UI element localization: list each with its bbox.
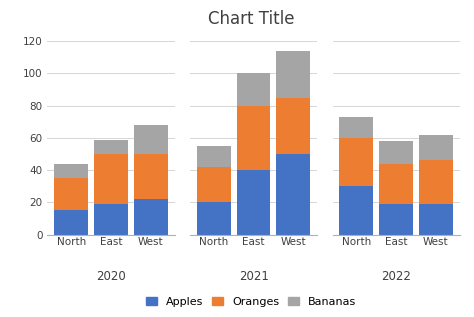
Text: 2021: 2021: [238, 270, 269, 283]
Bar: [197, 167, 231, 202]
Bar: [134, 125, 168, 154]
Bar: [94, 154, 128, 204]
Bar: [379, 204, 413, 235]
Bar: [339, 138, 373, 186]
Bar: [237, 74, 271, 106]
Bar: [134, 199, 168, 235]
Bar: [419, 160, 453, 204]
Bar: [419, 135, 453, 160]
Bar: [419, 204, 453, 235]
Bar: [379, 141, 413, 164]
Bar: [276, 51, 310, 98]
Bar: [339, 186, 373, 235]
Text: 2020: 2020: [96, 270, 126, 283]
Bar: [55, 178, 88, 210]
Bar: [339, 117, 373, 138]
Bar: [276, 154, 310, 235]
Legend: Apples, Oranges, Bananas: Apples, Oranges, Bananas: [142, 293, 361, 311]
Bar: [276, 98, 310, 154]
Bar: [237, 170, 271, 235]
Bar: [237, 106, 271, 170]
Bar: [197, 202, 231, 235]
Bar: [134, 154, 168, 199]
Bar: [55, 164, 88, 178]
Bar: [94, 139, 128, 154]
Bar: [379, 164, 413, 204]
Bar: [94, 204, 128, 235]
Text: Chart Title: Chart Title: [208, 10, 294, 28]
Bar: [197, 146, 231, 167]
Text: 2022: 2022: [381, 270, 411, 283]
Bar: [55, 210, 88, 235]
